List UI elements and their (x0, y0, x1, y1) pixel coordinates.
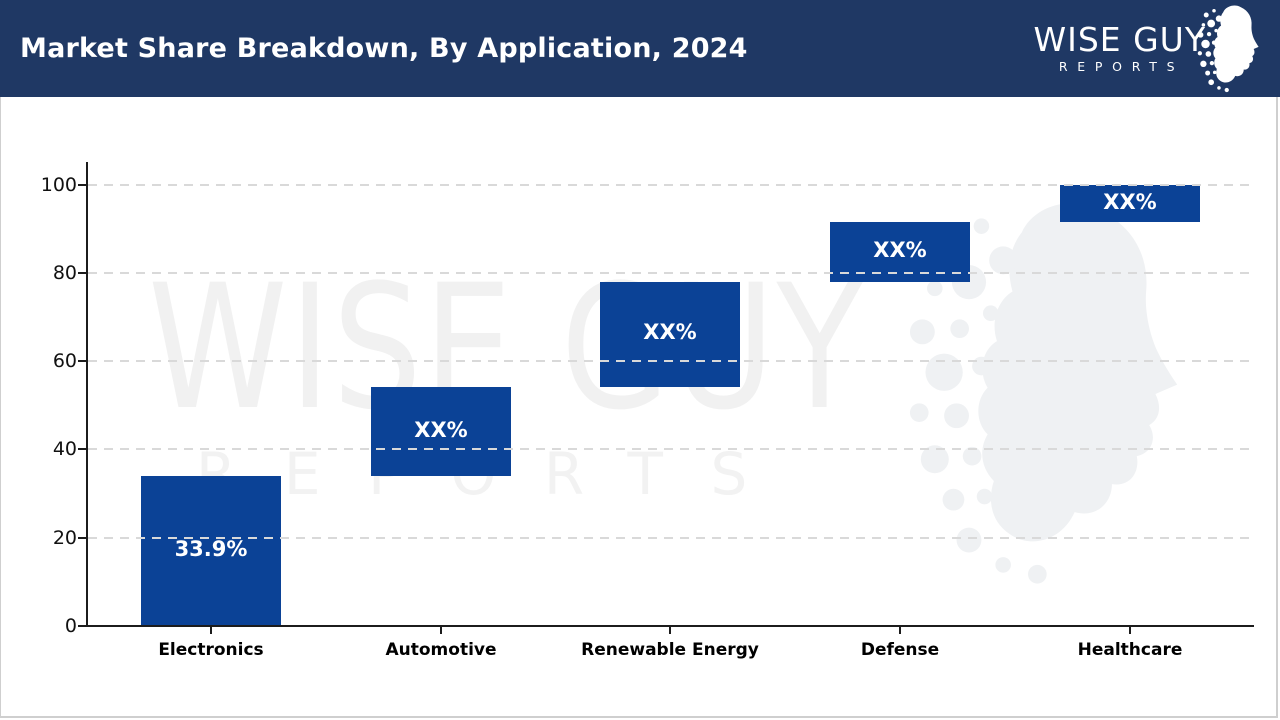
bar-value-label: XX% (873, 238, 927, 263)
brand-name: WISE GUY (1033, 20, 1206, 59)
y-tick-label: 100 (40, 173, 77, 196)
gridline-80 (88, 271, 1254, 274)
bar-renewable-energy (600, 282, 740, 387)
x-category-label: Electronics (158, 640, 264, 660)
x-tick-mark (1129, 627, 1131, 634)
x-tick-mark (669, 627, 671, 634)
y-tick-label: 80 (52, 261, 77, 284)
page-title: Market Share Breakdown, By Application, … (20, 33, 748, 64)
bar-value-label: XX% (643, 320, 697, 345)
bar-electronics (141, 476, 281, 626)
y-tick-mark (78, 536, 86, 539)
y-tick-label: 60 (52, 350, 77, 373)
y-tick-label: 40 (52, 438, 77, 461)
x-tick-mark (899, 627, 901, 634)
y-tick-mark (78, 271, 86, 274)
brand-subname: REPORTS (1058, 59, 1185, 74)
y-tick-mark (78, 448, 86, 451)
y-tick-mark (78, 183, 86, 186)
y-tick-label: 20 (52, 526, 77, 549)
x-category-label: Healthcare (1077, 640, 1183, 660)
gridline-60 (88, 360, 1254, 363)
y-tick-mark (78, 625, 86, 627)
header-bar: Market Share Breakdown, By Application, … (0, 0, 1280, 97)
x-category-label: Renewable Energy (581, 640, 759, 660)
y-tick-label: 0 (64, 615, 77, 637)
x-tick-mark (440, 627, 442, 634)
y-axis-line (86, 162, 88, 627)
gridline-100 (88, 183, 1254, 186)
bar-value-label: 33.9% (174, 537, 248, 562)
bar-automotive (371, 386, 511, 477)
x-category-label: Automotive (385, 640, 497, 660)
gridline-20 (88, 536, 1254, 539)
x-axis-line (86, 625, 1254, 627)
x-category-label: Defense (860, 640, 940, 660)
y-tick-mark (78, 360, 86, 363)
brand-logo: WISE GUY REPORTS (1033, 0, 1270, 97)
gridline-40 (88, 448, 1254, 451)
bar-value-label: XX% (1103, 189, 1157, 214)
x-tick-mark (210, 627, 212, 634)
bar-value-label: XX% (414, 417, 468, 442)
bar-healthcare (1060, 184, 1200, 223)
brand-wordmark: WISE GUY REPORTS (1033, 23, 1206, 74)
